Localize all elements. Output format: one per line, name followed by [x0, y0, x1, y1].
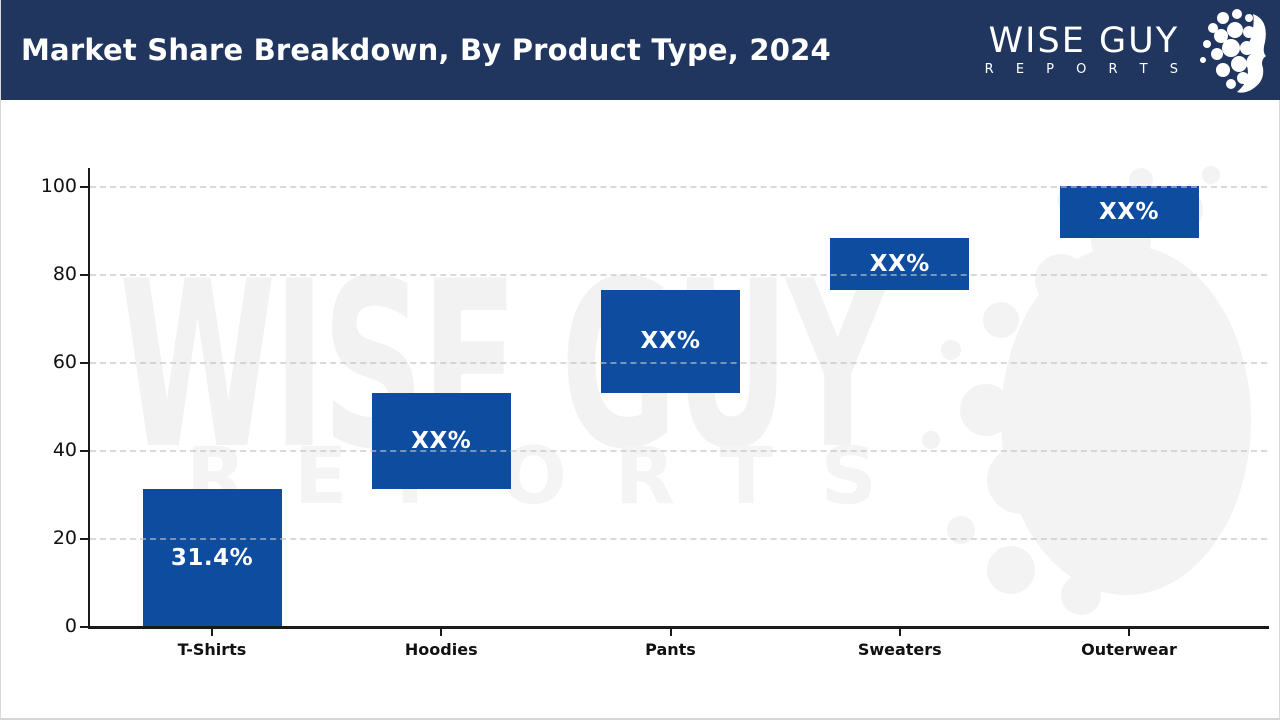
bar-value-label: XX% [640, 328, 701, 355]
bar-t-shirts: 31.4% [142, 488, 282, 627]
x-tick-mark [669, 629, 672, 636]
y-tick-mark [80, 186, 88, 188]
y-tick-label: 100 [40, 175, 77, 197]
waterfall-chart: 0 20 40 60 80 100 31.4% XX% XX% XX% XX% T-Shirts Hoo… [1, 100, 1280, 720]
x-tick-mark [898, 629, 901, 636]
y-tick-mark [80, 626, 88, 628]
bar-pants: XX% [601, 289, 740, 393]
bar-hoodies: XX% [371, 392, 511, 489]
bar-value-label: XX% [869, 250, 930, 277]
y-tick-label: 0 [64, 615, 77, 637]
gridline [90, 274, 1267, 276]
bar-value-label: XX% [411, 427, 472, 454]
x-tick-mark [1128, 629, 1130, 636]
watermark-face-dots [891, 166, 1251, 615]
brand-wordmark: WISE GUY R E P O R T S [981, 20, 1187, 77]
x-tick-mark [440, 629, 443, 636]
gridline [90, 362, 1267, 364]
page-title: Market Share Breakdown, By Product Type,… [21, 33, 831, 67]
y-tick-label: 20 [52, 527, 77, 549]
gridline [90, 186, 1267, 188]
bar-outerwear: XX% [1059, 185, 1199, 239]
x-category-label: Outerwear [1081, 640, 1177, 659]
x-category-label: Hoodies [404, 640, 478, 659]
y-tick-mark [80, 538, 88, 540]
x-category-label: T-Shirts [177, 640, 247, 659]
y-tick-mark [80, 362, 88, 364]
header-bar: Market Share Breakdown, By Product Type,… [1, 0, 1280, 100]
y-tick-mark [80, 450, 88, 452]
brand-name: WISE GUY [988, 20, 1180, 61]
x-tick-mark [211, 629, 213, 636]
y-tick-label: 60 [52, 351, 77, 373]
bar-sweaters: XX% [830, 238, 970, 290]
y-tick-label: 80 [52, 263, 77, 285]
x-axis-line [88, 626, 1269, 629]
y-axis-line [88, 168, 90, 629]
face-dots-icon [1200, 9, 1266, 93]
bar-value-label: XX% [1098, 198, 1159, 225]
bar-value-label: 31.4% [170, 544, 254, 571]
x-category-label: Pants [645, 640, 696, 659]
gridline [90, 450, 1267, 452]
brand-logo: WISE GUY R E P O R T S [981, 6, 1267, 94]
y-tick-mark [80, 274, 88, 276]
brand-subtitle: R E P O R T S [984, 61, 1187, 77]
gridline [90, 538, 1267, 540]
y-tick-label: 40 [52, 439, 77, 461]
x-category-label: Sweaters [857, 640, 942, 659]
